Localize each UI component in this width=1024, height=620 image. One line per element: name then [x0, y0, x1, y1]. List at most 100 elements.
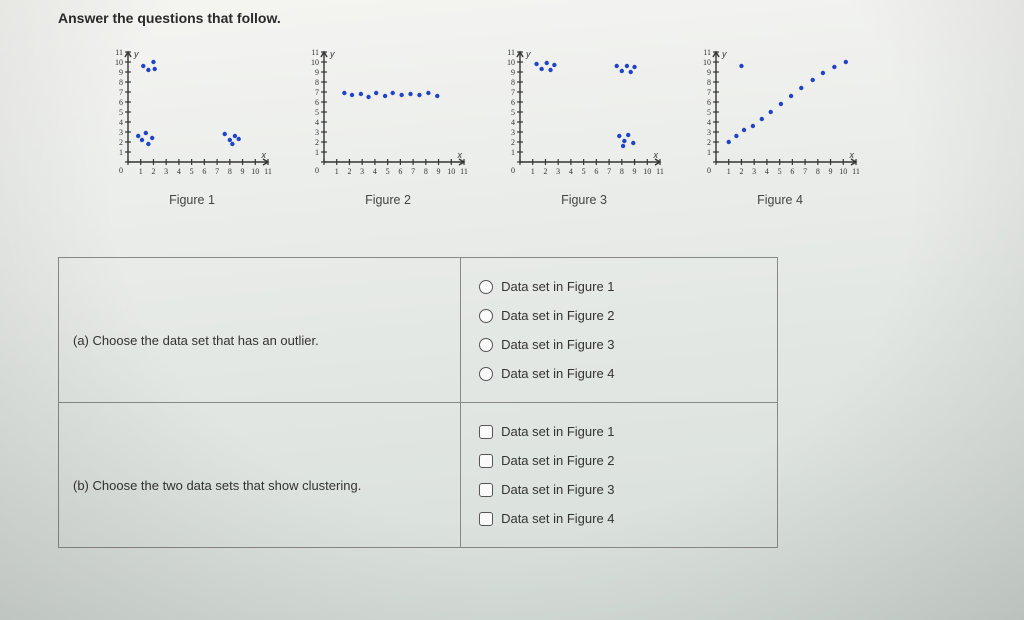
figure-3: 123456789101112345678910110xy Figure 3	[498, 46, 670, 207]
qb-option-4[interactable]: Data set in Figure 4	[479, 504, 763, 533]
svg-text:7: 7	[215, 167, 219, 176]
svg-text:4: 4	[373, 167, 377, 176]
svg-text:6: 6	[119, 98, 123, 107]
svg-text:0: 0	[707, 166, 711, 175]
qa-option-4[interactable]: Data set in Figure 4	[479, 359, 763, 388]
svg-text:1: 1	[315, 148, 319, 157]
svg-text:2: 2	[315, 138, 319, 147]
svg-text:0: 0	[511, 166, 515, 175]
svg-text:6: 6	[511, 98, 515, 107]
svg-text:y: y	[525, 49, 531, 59]
svg-text:4: 4	[511, 118, 515, 127]
svg-text:4: 4	[569, 167, 573, 176]
radio-icon[interactable]	[479, 338, 493, 352]
svg-text:2: 2	[347, 167, 351, 176]
figure-1: 123456789101112345678910110xy Figure 1	[106, 46, 278, 207]
svg-text:11: 11	[703, 48, 711, 57]
svg-text:y: y	[721, 49, 727, 59]
svg-text:2: 2	[151, 167, 155, 176]
svg-text:4: 4	[315, 118, 319, 127]
svg-text:8: 8	[620, 167, 624, 176]
qb-option-4-label: Data set in Figure 4	[501, 511, 614, 526]
svg-text:10: 10	[311, 58, 319, 67]
qa-option-1[interactable]: Data set in Figure 1	[479, 272, 763, 301]
svg-text:10: 10	[507, 58, 515, 67]
qa-option-4-label: Data set in Figure 4	[501, 366, 614, 381]
svg-text:y: y	[329, 49, 335, 59]
svg-text:4: 4	[119, 118, 123, 127]
qa-option-2[interactable]: Data set in Figure 2	[479, 301, 763, 330]
qb-option-3-label: Data set in Figure 3	[501, 482, 614, 497]
question-a-prompt: (a) Choose the data set that has an outl…	[59, 258, 461, 402]
svg-text:1: 1	[707, 148, 711, 157]
radio-icon[interactable]	[479, 309, 493, 323]
svg-text:9: 9	[315, 68, 319, 77]
svg-text:5: 5	[190, 167, 194, 176]
svg-text:3: 3	[556, 167, 560, 176]
checkbox-icon[interactable]	[479, 512, 493, 526]
svg-text:8: 8	[816, 167, 820, 176]
question-a-row: (a) Choose the data set that has an outl…	[59, 258, 777, 402]
svg-text:6: 6	[594, 167, 598, 176]
svg-text:y: y	[133, 49, 139, 59]
svg-text:1: 1	[335, 167, 339, 176]
qb-option-1[interactable]: Data set in Figure 1	[479, 417, 763, 446]
qa-option-3-label: Data set in Figure 3	[501, 337, 614, 352]
svg-text:1: 1	[511, 148, 515, 157]
qa-option-1-label: Data set in Figure 1	[501, 279, 614, 294]
svg-text:x: x	[261, 150, 267, 160]
figure-4-caption: Figure 4	[694, 193, 866, 207]
svg-text:8: 8	[315, 78, 319, 87]
svg-text:2: 2	[739, 167, 743, 176]
svg-text:7: 7	[803, 167, 807, 176]
svg-text:5: 5	[386, 167, 390, 176]
svg-text:x: x	[653, 150, 659, 160]
svg-text:10: 10	[839, 167, 847, 176]
svg-text:8: 8	[228, 167, 232, 176]
svg-text:5: 5	[778, 167, 782, 176]
svg-text:3: 3	[360, 167, 364, 176]
svg-text:0: 0	[119, 166, 123, 175]
checkbox-icon[interactable]	[479, 483, 493, 497]
qa-option-2-label: Data set in Figure 2	[501, 308, 614, 323]
svg-text:9: 9	[511, 68, 515, 77]
checkbox-icon[interactable]	[479, 454, 493, 468]
svg-text:6: 6	[398, 167, 402, 176]
svg-text:11: 11	[656, 167, 664, 176]
qb-option-2[interactable]: Data set in Figure 2	[479, 446, 763, 475]
svg-text:11: 11	[852, 167, 860, 176]
svg-text:11: 11	[460, 167, 468, 176]
radio-icon[interactable]	[479, 367, 493, 381]
svg-text:3: 3	[315, 128, 319, 137]
svg-text:7: 7	[411, 167, 415, 176]
svg-text:3: 3	[707, 128, 711, 137]
svg-text:5: 5	[315, 108, 319, 117]
qb-option-2-label: Data set in Figure 2	[501, 453, 614, 468]
svg-text:2: 2	[511, 138, 515, 147]
qb-option-3[interactable]: Data set in Figure 3	[479, 475, 763, 504]
svg-text:10: 10	[643, 167, 651, 176]
svg-text:9: 9	[829, 167, 833, 176]
svg-text:3: 3	[752, 167, 756, 176]
svg-text:2: 2	[119, 138, 123, 147]
svg-text:9: 9	[707, 68, 711, 77]
svg-text:5: 5	[511, 108, 515, 117]
qa-option-3[interactable]: Data set in Figure 3	[479, 330, 763, 359]
instruction-text: Answer the questions that follow.	[0, 0, 1024, 26]
qb-option-1-label: Data set in Figure 1	[501, 424, 614, 439]
svg-text:6: 6	[707, 98, 711, 107]
question-b-prompt: (b) Choose the two data sets that show c…	[59, 402, 461, 547]
radio-icon[interactable]	[479, 280, 493, 294]
checkbox-icon[interactable]	[479, 425, 493, 439]
svg-text:7: 7	[119, 88, 123, 97]
svg-text:x: x	[849, 150, 855, 160]
figure-2-caption: Figure 2	[302, 193, 474, 207]
question-a-options: Data set in Figure 1 Data set in Figure …	[461, 258, 777, 402]
svg-text:10: 10	[115, 58, 123, 67]
svg-text:0: 0	[315, 166, 319, 175]
svg-text:1: 1	[531, 167, 535, 176]
svg-text:5: 5	[582, 167, 586, 176]
svg-text:10: 10	[703, 58, 711, 67]
svg-text:2: 2	[543, 167, 547, 176]
svg-text:7: 7	[511, 88, 515, 97]
